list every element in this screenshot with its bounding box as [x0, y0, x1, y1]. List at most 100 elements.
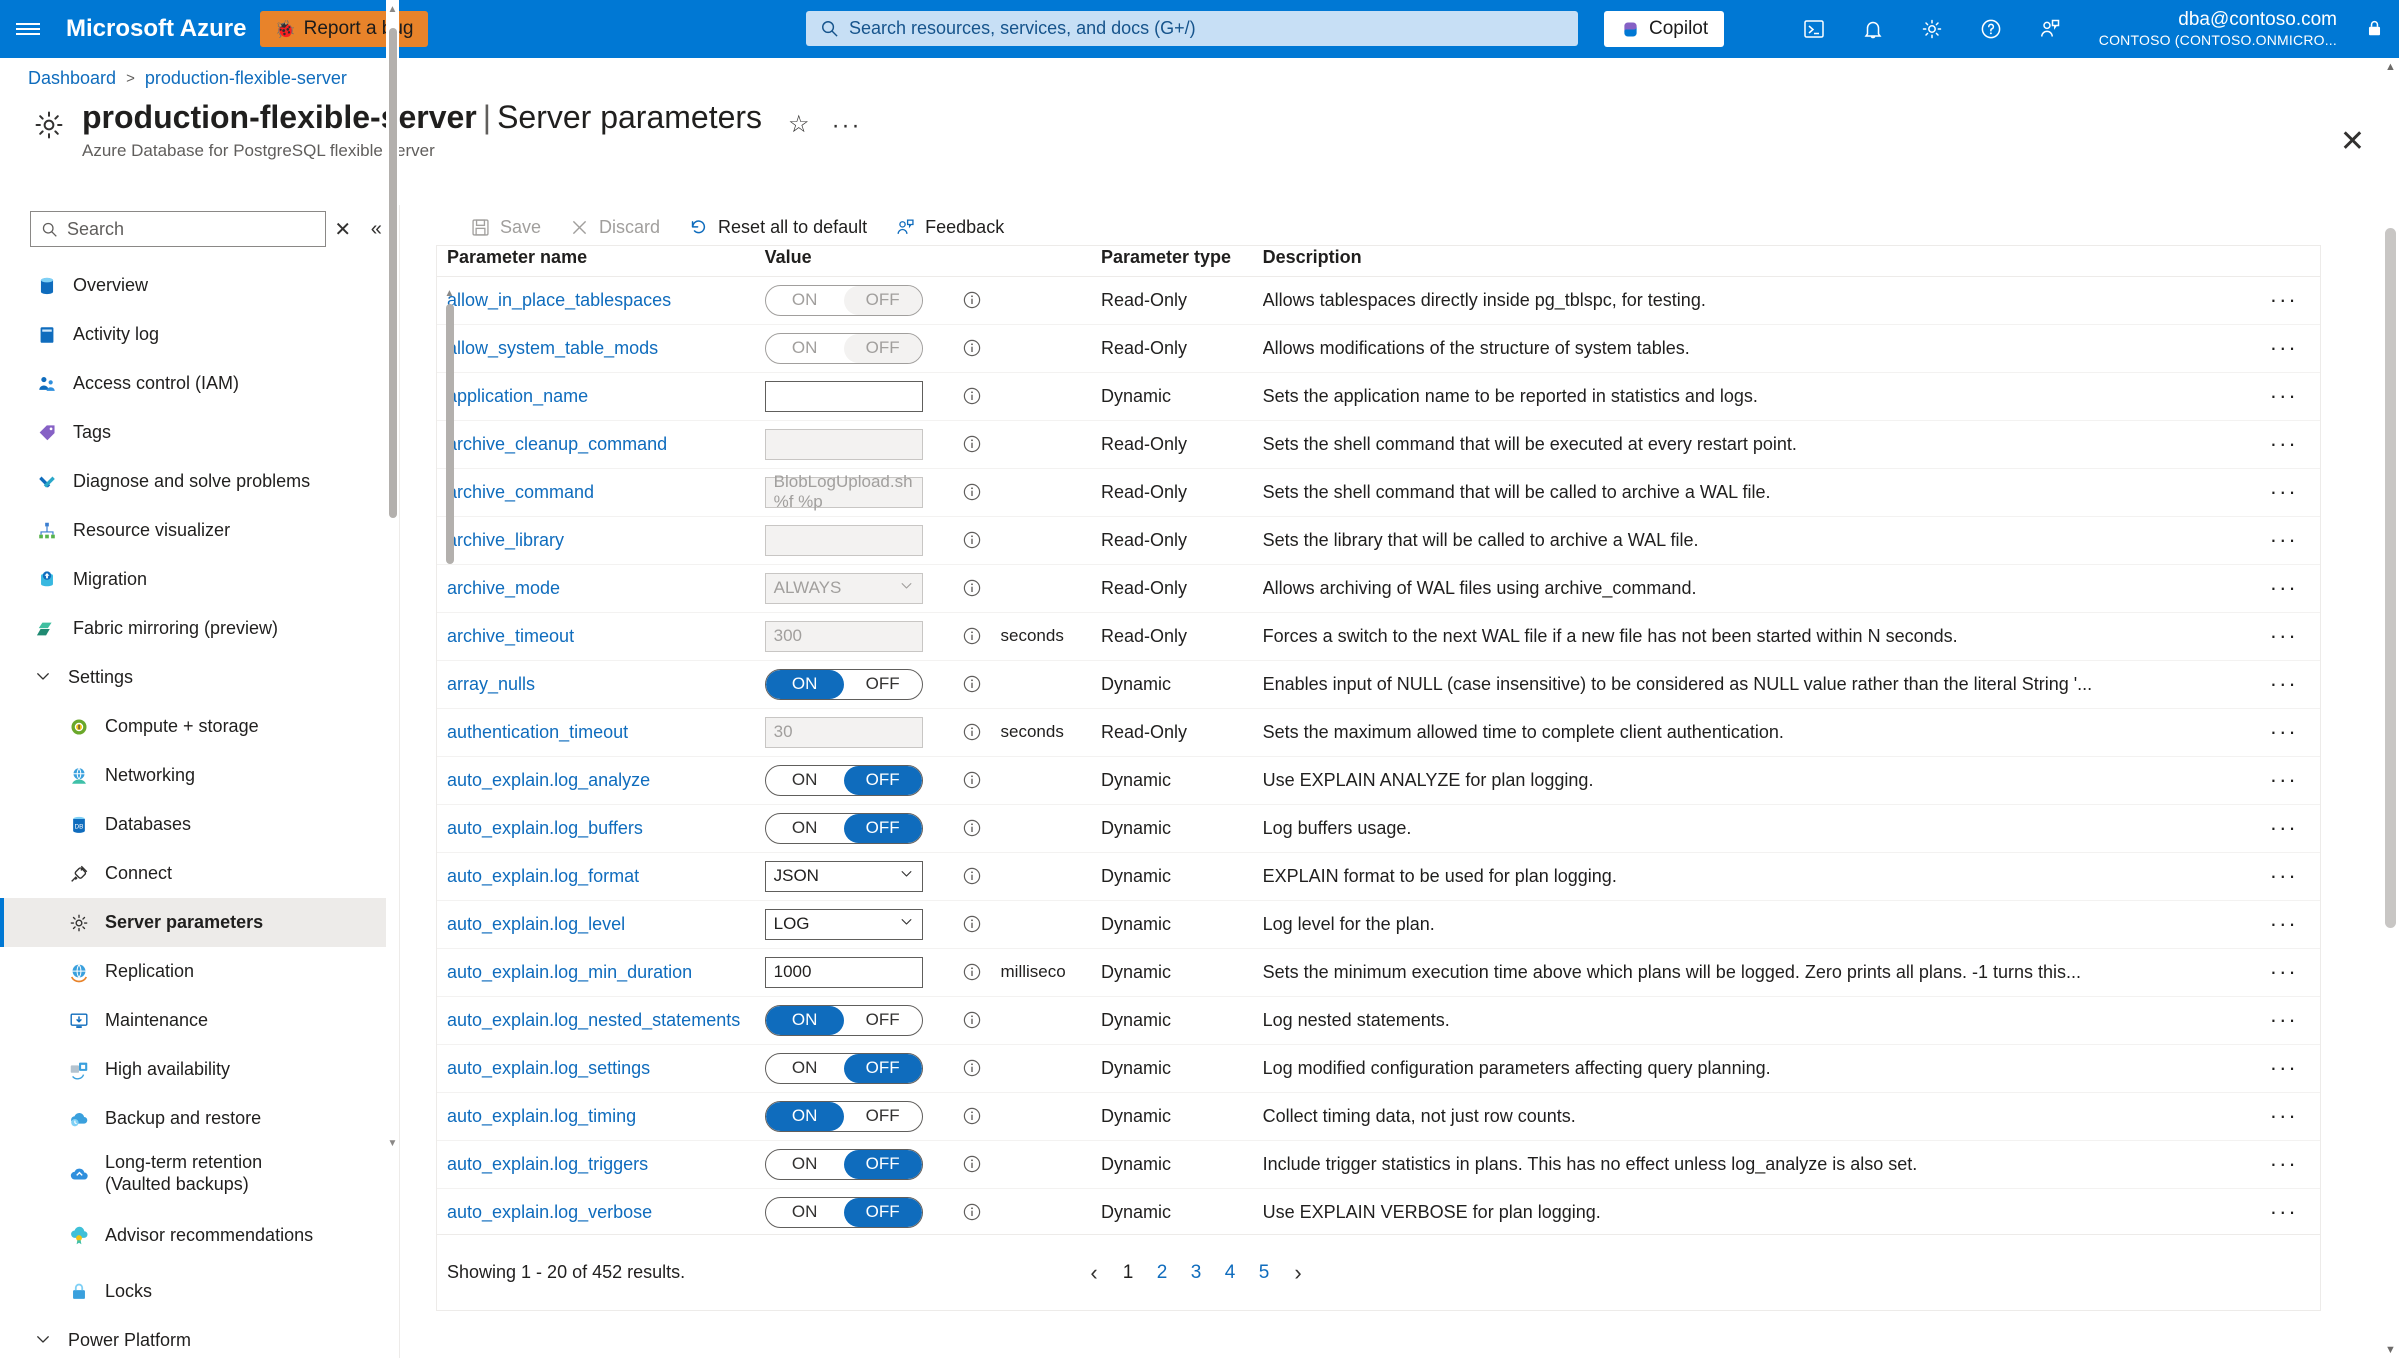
double-chevron-left-icon[interactable]: « — [370, 217, 382, 240]
info-circle-icon[interactable] — [961, 433, 983, 455]
copilot-button[interactable]: Copilot — [1604, 11, 1725, 47]
info-circle-icon[interactable] — [961, 577, 983, 599]
value-toggle[interactable]: ON OFF — [764, 668, 923, 700]
parameter-name-link[interactable]: auto_explain.log_triggers — [447, 1153, 649, 1174]
row-actions-ellipsis-icon[interactable]: ··· — [2269, 575, 2298, 600]
toggle-on-option[interactable]: ON — [765, 669, 844, 699]
info-circle-icon[interactable] — [961, 289, 983, 311]
toggle-on-option[interactable]: ON — [791, 1202, 818, 1221]
value-text-input[interactable] — [764, 380, 923, 412]
hamburger-icon[interactable] — [0, 0, 56, 58]
parameter-name-link[interactable]: archive_cleanup_command — [447, 433, 668, 454]
row-actions-ellipsis-icon[interactable]: ··· — [2269, 719, 2298, 744]
value-select[interactable]: LOG — [764, 908, 923, 940]
row-actions-ellipsis-icon[interactable]: ··· — [2269, 767, 2298, 792]
row-actions-ellipsis-icon[interactable]: ··· — [2269, 1103, 2298, 1128]
discard-button[interactable]: Discard — [555, 209, 674, 245]
sidebar-item-fabric-mirroring-preview[interactable]: Fabric mirroring (preview) — [0, 604, 399, 653]
sidebar-item-backup-and-restore[interactable]: Backup and restore — [0, 1094, 399, 1143]
parameter-name-link[interactable]: auto_explain.log_analyze — [447, 769, 651, 790]
info-circle-icon[interactable] — [961, 1057, 983, 1079]
pagination-page-2[interactable]: 2 — [1156, 1261, 1168, 1283]
sidebar-item-tags[interactable]: Tags — [0, 408, 399, 457]
toggle-on-option[interactable]: ON — [765, 1005, 844, 1035]
sidebar-item-advisor-recommendations[interactable]: Advisor recommendations — [0, 1205, 399, 1267]
parameter-name-link[interactable]: archive_timeout — [447, 625, 575, 646]
value-toggle[interactable]: ON OFF — [764, 812, 923, 844]
column-header-parameter-type[interactable]: Parameter type — [1100, 246, 1263, 277]
toggle-on-option[interactable]: ON — [791, 1154, 818, 1173]
column-header-description[interactable]: Description — [1262, 246, 2246, 277]
feedback-button[interactable]: Feedback — [881, 209, 1018, 245]
sidebar-item-high-availability[interactable]: High availability — [0, 1045, 399, 1094]
row-actions-ellipsis-icon[interactable]: ··· — [2269, 863, 2298, 888]
parameter-name-link[interactable]: auto_explain.log_timing — [447, 1105, 637, 1126]
toggle-on-option[interactable]: ON — [791, 1058, 818, 1077]
toggle-on-option[interactable]: ON — [765, 1101, 844, 1131]
info-circle-icon[interactable] — [961, 625, 983, 647]
info-circle-icon[interactable] — [961, 673, 983, 695]
row-actions-ellipsis-icon[interactable]: ··· — [2269, 911, 2298, 936]
parameter-name-link[interactable]: auto_explain.log_nested_statements — [447, 1009, 741, 1030]
close-icon[interactable]: ✕ — [334, 218, 352, 241]
column-header-parameter-name[interactable]: Parameter name — [437, 246, 765, 277]
settings-gear-icon[interactable] — [1902, 0, 1961, 58]
row-actions-ellipsis-icon[interactable]: ··· — [2269, 1007, 2298, 1032]
sidebar-item-server-parameters[interactable]: Server parameters — [0, 898, 399, 947]
account-info[interactable]: dba@contoso.com CONTOSO (CONTOSO.ONMICRO… — [2099, 8, 2337, 49]
toggle-off-option[interactable]: OFF — [843, 1053, 922, 1083]
cloud-shell-icon[interactable] — [1784, 0, 1843, 58]
notifications-bell-icon[interactable] — [1843, 0, 1902, 58]
sidebar-scrollbar[interactable]: ▲ ▼ — [386, 0, 399, 1153]
row-actions-ellipsis-icon[interactable]: ··· — [2269, 671, 2298, 696]
parameter-name-link[interactable]: application_name — [447, 385, 589, 406]
sidebar-item-settings[interactable]: Settings — [0, 653, 399, 702]
sidebar-item-compute-storage[interactable]: Compute + storage — [0, 702, 399, 751]
pagination-page-3[interactable]: 3 — [1190, 1261, 1202, 1283]
search-input[interactable]: Search — [30, 211, 326, 247]
page-scrollbar[interactable]: ▲ ▼ — [2382, 58, 2399, 1358]
pagination-prev[interactable]: ‹ — [1090, 1259, 1098, 1285]
info-circle-icon[interactable] — [961, 961, 983, 983]
scroll-down-icon[interactable]: ▼ — [387, 1138, 398, 1149]
toggle-on-option[interactable]: ON — [791, 770, 818, 789]
sidebar-item-access-control-iam[interactable]: Access control (IAM) — [0, 359, 399, 408]
info-circle-icon[interactable] — [961, 385, 983, 407]
sidebar-item-connect[interactable]: Connect — [0, 849, 399, 898]
sidebar-item-maintenance[interactable]: Maintenance — [0, 996, 399, 1045]
toggle-off-option[interactable]: OFF — [843, 765, 922, 795]
column-header-value[interactable]: Value — [764, 246, 962, 277]
scroll-up-icon[interactable]: ▲ — [444, 287, 455, 299]
scroll-down-icon[interactable]: ▼ — [2385, 1343, 2396, 1356]
row-actions-ellipsis-icon[interactable]: ··· — [2269, 1055, 2298, 1080]
sidebar-item-long-term-retention-vaulted-backups[interactable]: Long-term retention (Vaulted backups) — [0, 1143, 399, 1205]
parameter-name-link[interactable]: archive_mode — [447, 577, 561, 598]
pagination-page-4[interactable]: 4 — [1224, 1261, 1236, 1283]
scrollbar-thumb[interactable] — [389, 28, 397, 518]
info-circle-icon[interactable] — [961, 1153, 983, 1175]
toggle-on-option[interactable]: ON — [791, 818, 818, 837]
row-actions-ellipsis-icon[interactable]: ··· — [2269, 287, 2298, 312]
pagination-next[interactable]: › — [1294, 1259, 1302, 1285]
info-circle-icon[interactable] — [961, 1009, 983, 1031]
scroll-up-icon[interactable]: ▲ — [2385, 60, 2396, 73]
info-circle-icon[interactable] — [961, 817, 983, 839]
sidebar-item-resource-visualizer[interactable]: Resource visualizer — [0, 506, 399, 555]
row-actions-ellipsis-icon[interactable]: ··· — [2269, 335, 2298, 360]
lock-icon[interactable] — [2366, 19, 2383, 43]
parameter-name-link[interactable]: auto_explain.log_buffers — [447, 817, 643, 838]
sidebar-item-activity-log[interactable]: Activity log — [0, 310, 399, 359]
sidebar-item-diagnose-and-solve-problems[interactable]: Diagnose and solve problems — [0, 457, 399, 506]
parameter-name-link[interactable]: auto_explain.log_settings — [447, 1057, 651, 1078]
toggle-off-option[interactable]: OFF — [865, 1010, 900, 1029]
value-toggle[interactable]: ON OFF — [764, 1100, 923, 1132]
toggle-off-option[interactable]: OFF — [843, 1197, 922, 1227]
scrollbar-thumb[interactable] — [2385, 228, 2396, 928]
sidebar-item-replication[interactable]: Replication — [0, 947, 399, 996]
value-toggle[interactable]: ON OFF — [764, 1196, 923, 1228]
parameter-name-link[interactable]: auto_explain.log_level — [447, 913, 626, 934]
value-toggle[interactable]: ON OFF — [764, 764, 923, 796]
sidebar-item-migration[interactable]: Migration — [0, 555, 399, 604]
scroll-up-icon[interactable]: ▲ — [387, 4, 398, 15]
row-actions-ellipsis-icon[interactable]: ··· — [2269, 1151, 2298, 1176]
